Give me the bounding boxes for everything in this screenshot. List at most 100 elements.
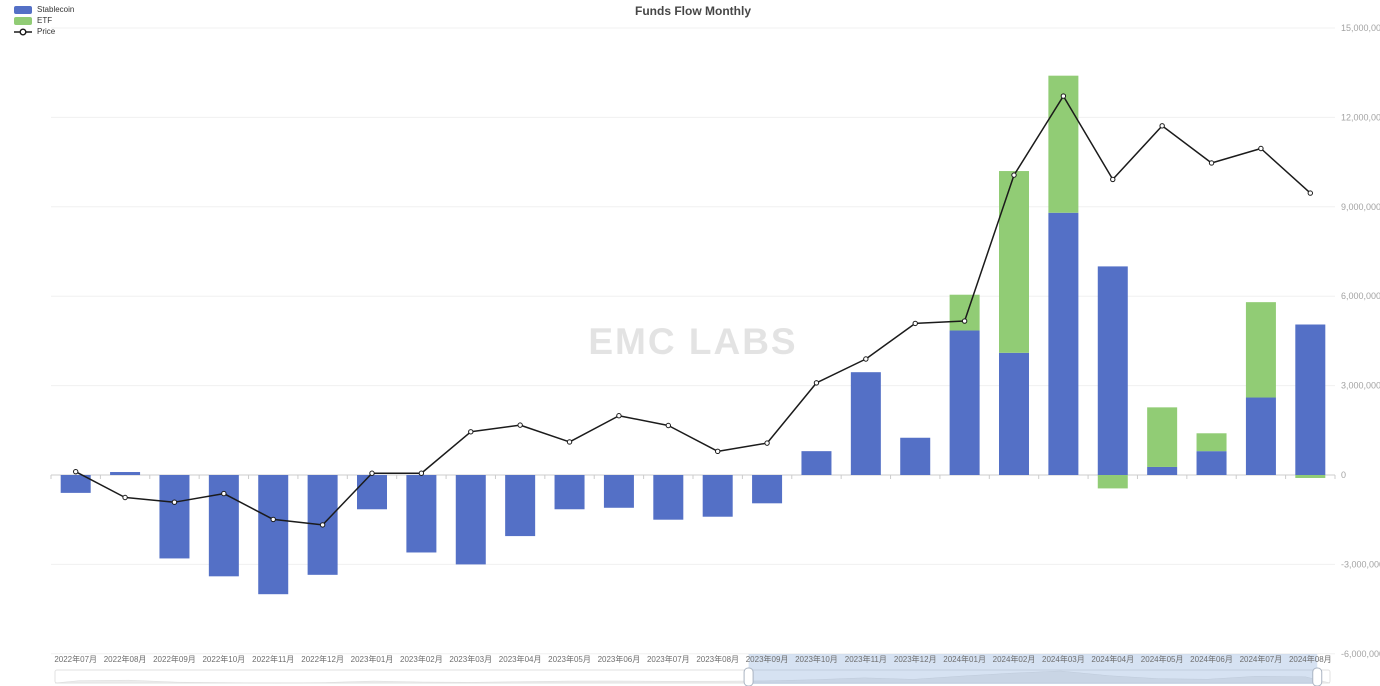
price-point-2024年03月 [1060,93,1067,99]
y-axis-tick-label: 0 [1341,470,1346,480]
bar-stablecoin-2024年04月[interactable] [1097,266,1128,475]
y-axis-tick-label: 3,000,000,000 [1341,381,1380,391]
bar-stablecoin-2023年08月[interactable] [702,475,733,517]
price-point-2023年05月 [566,439,573,445]
legend-item-etf[interactable]: ETF [14,15,74,26]
price-point-2024年02月 [1011,172,1017,178]
x-axis-label: 2024年03月 [1042,654,1085,664]
price-point-2023年04月 [517,422,523,428]
y-axis-tick-label: 6,000,000,000 [1341,291,1380,301]
x-axis-label: 2022年07月 [54,654,97,664]
bar-etf-2024年08月[interactable] [1295,475,1326,478]
x-axis-label: 2023年04月 [499,654,542,664]
bar-stablecoin-2022年11月[interactable] [258,475,289,595]
legend: Stablecoin ETF Price [14,4,74,37]
x-axis-label: 2024年06月 [1190,654,1233,664]
bar-stablecoin-2023年01月[interactable] [357,475,387,510]
x-axis-label: 2023年07月 [647,654,690,664]
x-axis-label: 2023年09月 [746,654,789,664]
x-axis-label: 2024年02月 [993,654,1036,664]
bar-stablecoin-2023年06月[interactable] [603,475,634,508]
price-point-2024年05月 [1159,123,1165,129]
chart-title: Funds Flow Monthly [635,4,751,18]
x-axis-label: 2023年03月 [449,654,492,664]
bar-etf-2024年06月[interactable] [1196,433,1227,452]
bar-etf-2024年05月[interactable] [1147,407,1178,467]
x-axis-label: 2023年02月 [400,654,443,664]
bar-stablecoin-2024年02月[interactable] [999,352,1029,475]
bar-stablecoin-2023年09月[interactable] [752,475,783,504]
bar-stablecoin-2024年03月[interactable] [1048,212,1079,475]
legend-label-price: Price [37,27,56,36]
y-axis-tick-label: 9,000,000,000 [1341,202,1380,212]
slider-data-shadow [54,670,1331,684]
bar-stablecoin-2024年07月[interactable] [1245,397,1276,475]
price-point-2022年07月 [72,468,79,475]
price-point-2022年10月 [221,490,227,497]
price-point-2023年06月 [616,413,622,419]
price-point-2023年09月 [764,440,770,446]
price-point-2023年12月 [912,320,918,327]
price-point-2023年01月 [369,470,375,476]
x-axis-label: 2023年10月 [795,654,838,664]
x-axis-label: 2023年01月 [351,654,394,664]
price-point-2023年07月 [665,422,672,429]
bar-stablecoin-2022年10月[interactable] [208,475,239,577]
price-point-2023年10月 [813,380,820,386]
slider-selection[interactable] [748,654,1318,684]
bar-stablecoin-2022年09月[interactable] [159,475,190,559]
bar-stablecoin-2023年12月[interactable] [900,437,931,475]
bar-stablecoin-2023年02月[interactable] [406,475,437,553]
bar-etf-2024年04月[interactable] [1097,475,1128,489]
bar-stablecoin-2024年06月[interactable] [1196,451,1227,475]
x-axis-label: 2022年10月 [202,654,245,664]
x-axis-label: 2024年07月 [1240,654,1283,664]
y-axis-tick-label: -3,000,000,000 [1341,559,1380,569]
x-axis-label: 2024年08月 [1289,654,1332,664]
y-axis-tick-label: 12,000,000,000 [1341,112,1380,122]
x-axis-label: 2024年04月 [1091,654,1134,664]
y-axis-tick-label: -6,000,000,000 [1341,649,1380,659]
legend-item-price[interactable]: Price [14,26,74,37]
x-axis-label: 2023年12月 [894,654,937,664]
price-point-2023年11月 [863,356,869,362]
price-point-2023年08月 [714,448,721,455]
bar-stablecoin-2024年01月[interactable] [949,330,980,475]
price-point-2024年08月 [1307,190,1314,196]
bar-stablecoin-2024年08月[interactable] [1295,324,1326,475]
bar-stablecoin-2023年05月[interactable] [554,475,585,510]
price-line-icon [14,27,32,37]
bar-stablecoin-2023年04月[interactable] [505,475,536,537]
watermark: EMC LABS [588,321,798,362]
bar-etf-2024年01月[interactable] [949,294,980,331]
x-axis-label: 2022年09月 [153,654,196,664]
price-point-2024年06月 [1208,160,1215,166]
bar-stablecoin-2023年03月[interactable] [455,475,486,565]
bar-stablecoin-2023年11月[interactable] [850,372,881,475]
x-axis-label: 2022年11月 [252,654,294,664]
bar-stablecoin-2023年07月[interactable] [653,475,684,520]
bar-etf-2024年07月[interactable] [1245,302,1276,398]
slider-handle-left[interactable] [743,667,754,686]
bar-stablecoin-2024年05月[interactable] [1147,466,1178,475]
price-point-2022年08月 [122,494,128,501]
legend-item-stablecoin[interactable]: Stablecoin [14,4,74,15]
x-axis-label: 2023年11月 [845,654,887,664]
bar-etf-2024年02月[interactable] [999,171,1029,353]
price-point-2024年04月 [1110,176,1116,183]
x-axis-label: 2023年06月 [598,654,641,664]
y-axis-tick-label: 15,000,000,000 [1341,23,1380,33]
bar-stablecoin-2022年08月[interactable] [110,472,141,475]
legend-label-etf: ETF [37,16,53,25]
legend-label-stablecoin: Stablecoin [37,5,75,14]
x-axis-label: 2022年08月 [104,654,147,664]
x-axis-label: 2024年01月 [943,654,986,664]
price-point-2023年03月 [468,429,474,435]
price-point-2024年01月 [961,318,968,324]
slider-handle-right[interactable] [1312,667,1323,686]
x-axis-label: 2023年08月 [696,654,739,664]
bar-stablecoin-2023年10月[interactable] [801,451,832,475]
bar-stablecoin-2022年07月[interactable] [60,475,91,493]
